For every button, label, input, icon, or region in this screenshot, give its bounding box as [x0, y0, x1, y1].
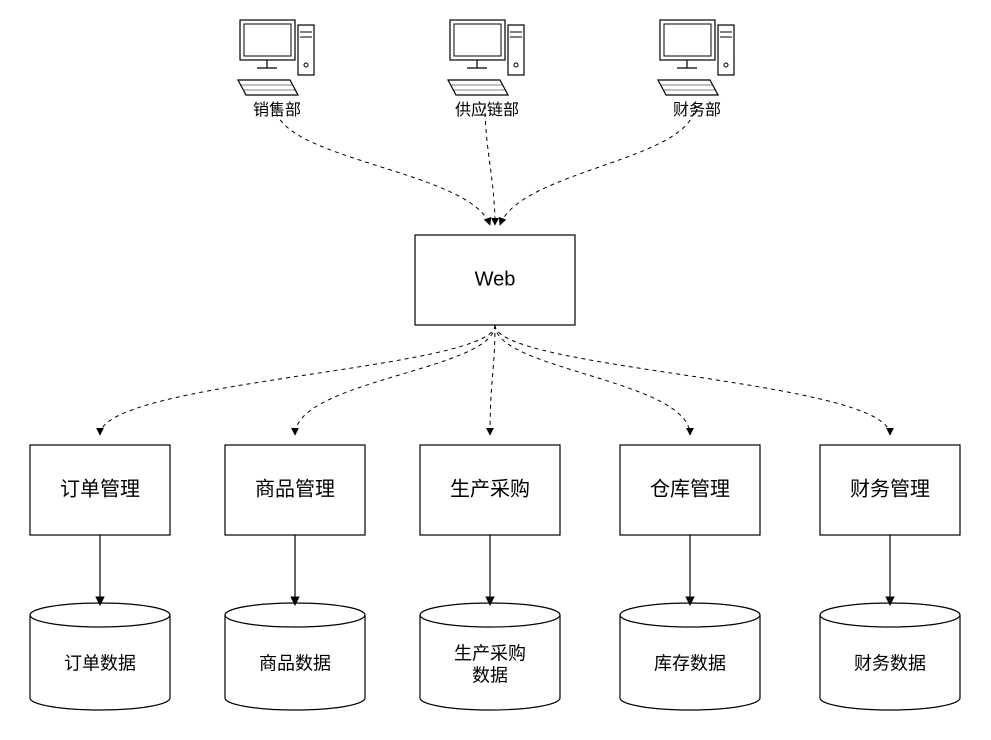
database-stock_db-label: 库存数据 — [654, 653, 726, 673]
database-fin_db: 财务数据 — [820, 603, 960, 710]
edge-top-finance — [500, 105, 695, 225]
edge-web-warehouse — [495, 325, 690, 435]
database-order_db-label: 订单数据 — [64, 653, 136, 673]
module-warehouse-label: 仓库管理 — [650, 477, 730, 500]
terminal-sales-label: 销售部 — [253, 101, 301, 119]
database-pp_db-label-1: 生产采购 — [454, 643, 526, 663]
edge-web-prod_purch — [490, 325, 495, 435]
edge-top-supply — [485, 105, 495, 225]
edge-web-fin_mgmt — [495, 325, 890, 435]
web-node-label: Web — [475, 268, 516, 290]
terminal-finance-label: 财务部 — [673, 101, 721, 119]
edge-top-sales — [275, 105, 490, 225]
terminal-supply: 供应链部 — [448, 20, 524, 119]
edge-web-order — [100, 325, 495, 435]
database-product_db: 商品数据 — [225, 603, 365, 710]
database-fin_db-label: 财务数据 — [854, 653, 926, 673]
database-product_db-label: 商品数据 — [259, 653, 331, 673]
terminal-finance: 财务部 — [658, 20, 734, 119]
terminal-supply-label: 供应链部 — [455, 100, 519, 119]
architecture-diagram: 销售部供应链部财务部Web订单管理商品管理生产采购仓库管理财务管理订单数据商品数… — [0, 0, 991, 740]
database-order_db: 订单数据 — [30, 603, 170, 710]
module-order-label: 订单管理 — [60, 477, 140, 500]
module-product-label: 商品管理 — [255, 477, 335, 500]
database-pp_db: 生产采购数据 — [420, 603, 560, 710]
module-fin_mgmt-label: 财务管理 — [850, 477, 930, 500]
module-prod_purch-label: 生产采购 — [450, 477, 530, 500]
database-stock_db: 库存数据 — [620, 603, 760, 710]
terminal-sales: 销售部 — [238, 20, 314, 119]
edge-web-product — [295, 325, 495, 435]
database-pp_db-label-2: 数据 — [472, 665, 508, 685]
